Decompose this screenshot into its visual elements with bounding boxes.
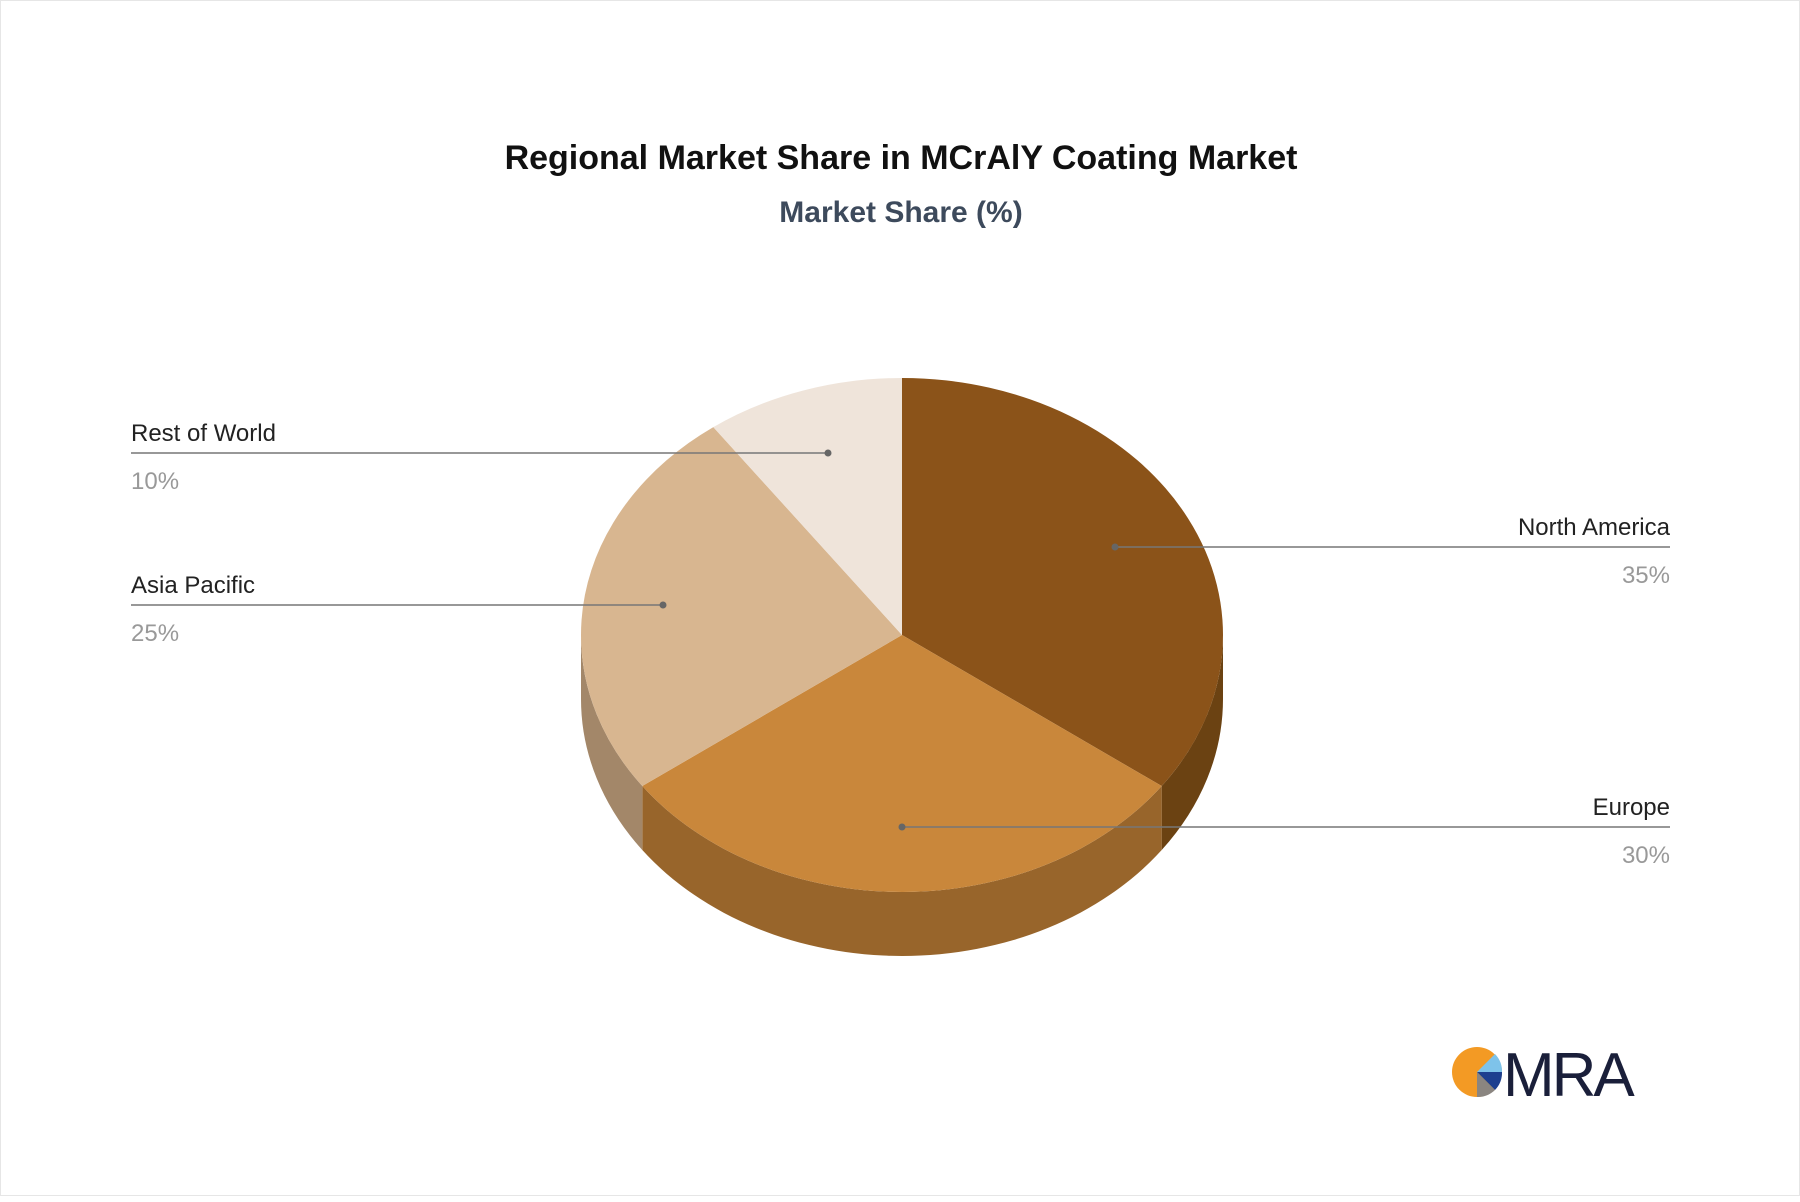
value-north-america: 35% xyxy=(1622,562,1670,589)
leader-dot-asia-pacific xyxy=(659,601,667,609)
label-rest-of-world: Rest of World xyxy=(131,420,276,447)
side-europe xyxy=(642,786,1162,957)
side-asia-pacific xyxy=(581,635,643,851)
chart-title: Regional Market Share in MCrAlY Coating … xyxy=(505,139,1298,177)
slice-rest-of-world[interactable] xyxy=(713,378,902,635)
chart-subtitle: Market Share (%) xyxy=(779,196,1022,229)
value-asia-pacific: 25% xyxy=(131,620,179,647)
slice-asia-pacific[interactable] xyxy=(581,427,902,787)
mra-logo: MRA xyxy=(1452,1041,1638,1110)
side-north-america xyxy=(1161,635,1223,851)
pie-sides xyxy=(581,635,1223,957)
leader-dot-rest-of-world xyxy=(824,449,832,457)
pie-slices xyxy=(581,378,1223,892)
label-europe: Europe xyxy=(1593,794,1670,821)
slice-north-america[interactable] xyxy=(902,378,1223,787)
leader-dot-europe xyxy=(898,823,906,831)
logo-text: MRA xyxy=(1503,1041,1635,1110)
label-asia-pacific: Asia Pacific xyxy=(131,572,255,599)
value-europe: 30% xyxy=(1622,842,1670,869)
slice-labels: North America 35% Europe 30% Asia Pacific 25%… xyxy=(131,420,1671,869)
label-north-america: North America xyxy=(1518,514,1671,541)
value-rest-of-world: 10% xyxy=(131,468,179,495)
leader-dot-north-america xyxy=(1111,543,1119,551)
